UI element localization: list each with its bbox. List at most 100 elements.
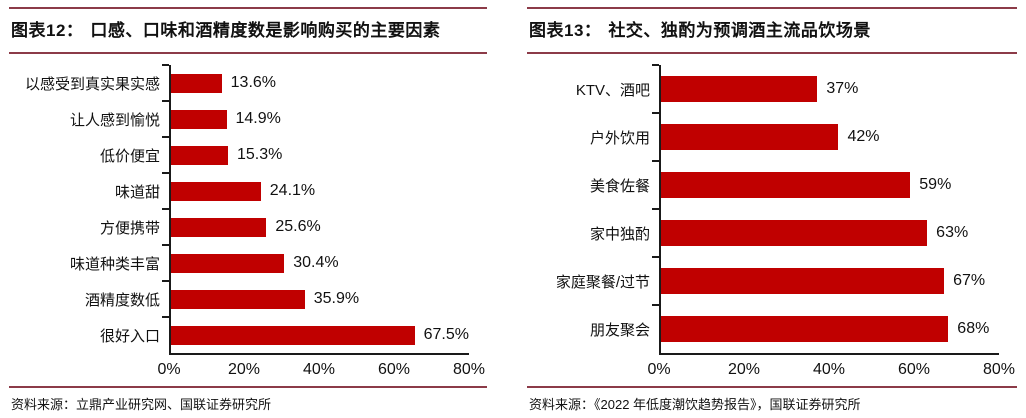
chart-title: 图表12： 口感、口味和酒精度数是影响购买的主要因素 [9,9,487,52]
bar [171,181,261,201]
bar-area: 67.5% [162,316,469,353]
bar-row: 户外饮用 42% [527,112,1017,161]
bar-row: 以感受到真实果实感 13.6% [9,64,487,101]
chart-title: 图表13： 社交、独酌为预调酒主流品饮场景 [527,9,1017,52]
category-label: 以感受到真实果实感 [24,75,160,93]
figure-title-text: 社交、独酌为预调酒主流品饮场景 [608,21,871,40]
bar [171,253,285,273]
chart-panel-fig13: 图表13： 社交、独酌为预调酒主流品饮场景 KTV、酒吧 37% 户外饮用 42% 美食佐… [527,7,1017,418]
bar-area: 42% [652,112,999,161]
bar [171,217,267,237]
bar-row: 家庭聚餐/过节 67% [527,256,1017,305]
figure-title-text: 口感、口味和酒精度数是影响购买的主要因素 [90,21,441,40]
category-label: 家中独酌 [589,225,650,243]
x-axis-labels: 0% 20% 40% 60% 80% [157,355,485,383]
category-label: 让人感到愉悦 [69,111,160,129]
source-note: 资料来源：《2022 年低度潮饮趋势报告》，国联证券研究所 [527,386,1017,413]
category-label: 味道种类丰富 [69,255,160,273]
x-axis-tick-label: 80% [452,361,486,378]
bar-row: 家中独酌 63% [527,208,1017,257]
x-axis-tick-label: 80% [982,361,1016,378]
bar-area: 15.3% [162,136,469,173]
bar-row: 方便携带 25.6% [9,208,487,245]
bar [661,124,839,150]
bar [171,73,222,93]
bar [171,109,227,129]
bar [661,76,818,102]
bar-area: 68% [652,304,999,353]
bar-area: 59% [652,160,999,209]
x-axis-tick-label: 40% [812,361,846,378]
value-label: 67% [953,272,986,289]
value-label: 67.5% [423,326,469,343]
source-text: 《2022 年低度潮饮趋势报告》，国联证券研究所 [594,397,861,412]
category-label: KTV、酒吧 [575,81,650,99]
source-label: 资料来源： [11,397,77,412]
bar-area: 63% [652,208,999,257]
source-label: 资料来源： [529,397,595,412]
x-axis-tick-label: 0% [647,361,671,378]
top-rule [9,7,487,9]
value-label: 68% [957,320,990,337]
bar-area: 37% [652,64,999,113]
value-label: 24.1% [269,182,316,199]
value-label: 35.9% [313,290,360,307]
bar [171,289,305,309]
source-note: 资料来源：立鼎产业研究网、国联证券研究所 [9,386,487,413]
value-label: 30.4% [293,254,339,271]
bar-chart: KTV、酒吧 37% 户外饮用 42% 美食佐餐 59% 家中独酌 63% 家庭聚餐/过节 67%… [527,64,1017,383]
bar-row: 味道种类丰富 30.4% [9,244,487,281]
plot-area: 以感受到真实果实感 13.6% 让人感到愉悦 14.9% 低价便宜 15.3% 味道甜 24.… [9,64,487,353]
category-label: 户外饮用 [589,129,650,147]
bar-area: 13.6% [162,64,469,101]
bar-row: 很好入口 67.5% [9,316,487,353]
value-label: 37% [826,80,859,97]
bar-area: 25.6% [162,208,469,245]
figure-number: 图表13： [529,21,602,40]
category-label: 朋友聚会 [589,321,650,339]
x-axis-tick-label: 20% [227,361,261,378]
chart-panel-fig12: 图表12： 口感、口味和酒精度数是影响购买的主要因素 以感受到真实果实感 13.6%… [9,7,487,418]
value-label: 42% [847,128,880,145]
category-label: 美食佐餐 [589,177,650,195]
bar-area: 35.9% [162,280,469,317]
title-rule [527,52,1017,54]
bar [661,316,949,342]
bar-row: 美食佐餐 59% [527,160,1017,209]
category-label: 家庭聚餐/过节 [555,273,650,291]
top-rule [527,7,1017,9]
bar-row: 朋友聚会 68% [527,304,1017,353]
figure-number: 图表12： [11,21,84,40]
bar-row: KTV、酒吧 37% [527,64,1017,113]
value-label: 13.6% [230,74,277,91]
category-label: 很好入口 [99,327,160,345]
bar-chart: 以感受到真实果实感 13.6% 让人感到愉悦 14.9% 低价便宜 15.3% 味道甜 24.… [9,64,487,383]
bar-area: 67% [652,256,999,305]
bar [661,172,911,198]
category-label: 酒精度数低 [84,291,160,309]
category-label: 方便携带 [99,219,160,237]
x-axis-tick-label: 60% [897,361,931,378]
plot-area: KTV、酒吧 37% 户外饮用 42% 美食佐餐 59% 家中独酌 63% 家庭聚餐/过节 67%… [527,64,1017,353]
bar-area: 14.9% [162,100,469,137]
x-axis-labels: 0% 20% 40% 60% 80% [647,355,1015,383]
bar-row: 让人感到愉悦 14.9% [9,100,487,137]
x-axis-line [659,353,999,355]
bar [661,220,928,246]
bar [171,325,415,345]
bar-row: 味道甜 24.1% [9,172,487,209]
x-axis-tick-label: 0% [157,361,181,378]
bar-row: 低价便宜 15.3% [9,136,487,173]
title-rule [9,52,487,54]
bar-row: 酒精度数低 35.9% [9,280,487,317]
category-label: 低价便宜 [99,147,160,165]
value-label: 63% [936,224,969,241]
value-label: 15.3% [236,146,283,163]
bar [661,268,945,294]
bar-area: 24.1% [162,172,469,209]
value-label: 59% [919,176,952,193]
x-axis-tick-label: 40% [302,361,336,378]
bar-area: 30.4% [162,244,469,281]
value-label: 25.6% [275,218,321,235]
x-axis-tick-label: 60% [377,361,411,378]
